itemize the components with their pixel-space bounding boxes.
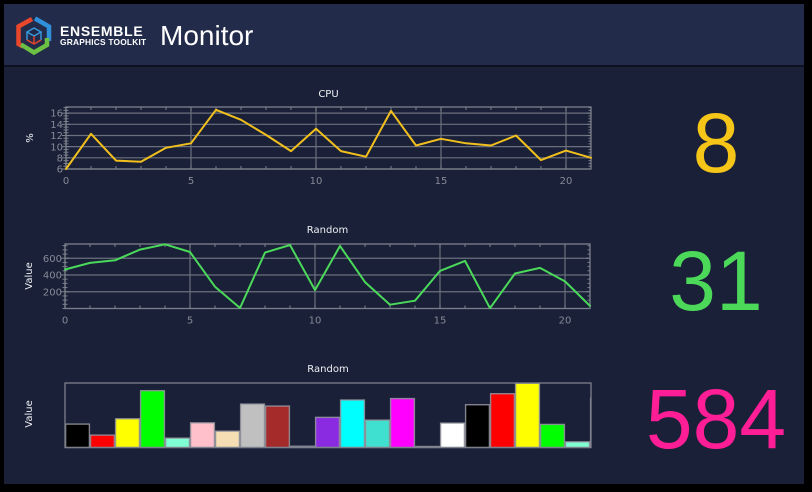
bar (114, 418, 141, 449)
bar (539, 423, 566, 449)
bar (464, 404, 491, 449)
y-tick-label: 14 (50, 120, 63, 131)
x-tick-label: 15 (434, 316, 447, 327)
bar (164, 437, 191, 449)
header-bar (4, 4, 804, 65)
chart-title: CPU (318, 89, 338, 100)
bar (564, 441, 591, 449)
header-divider (4, 65, 804, 67)
bar (489, 392, 516, 449)
bar (139, 389, 166, 449)
y-axis-label: % (25, 133, 36, 143)
y-tick-label: 10 (50, 142, 63, 153)
y-axis-label: Value (24, 400, 35, 427)
random-value-display: 31 (669, 234, 763, 328)
y-tick-label: 200 (43, 287, 62, 298)
page-title: Monitor (160, 20, 254, 51)
plot-area (64, 382, 592, 449)
bar (264, 405, 291, 449)
x-tick-label: 20 (560, 176, 573, 187)
bar (214, 430, 241, 449)
bar (389, 397, 416, 449)
y-tick-label: 12 (50, 131, 63, 142)
bar (314, 416, 341, 449)
random-bar-chart: Random Value (24, 364, 592, 449)
bar (189, 422, 216, 449)
bar (89, 434, 116, 449)
y-tick-label: 8 (57, 153, 63, 164)
chart-title: Random (307, 364, 348, 375)
x-tick-label: 10 (310, 176, 323, 187)
x-tick-label: 0 (63, 176, 69, 187)
bar (439, 422, 466, 449)
logo-wordmark: ENSEMBLE (60, 23, 144, 39)
x-tick-label: 0 (62, 316, 68, 327)
y-tick-label: 600 (43, 254, 62, 265)
logo-tagline: GRAPHICS TOOLKIT (60, 37, 147, 47)
chart-title: Random (307, 225, 348, 236)
x-tick-label: 15 (435, 176, 448, 187)
ensemble-logo-icon (16, 16, 52, 56)
y-tick-label: 16 (50, 109, 63, 120)
bar-value-display: 584 (645, 372, 787, 466)
data-line (65, 108, 592, 170)
bar-series (65, 382, 591, 449)
y-tick-label: 400 (43, 271, 62, 282)
bar (65, 423, 91, 449)
y-tick-label: 6 (57, 165, 63, 176)
cpu-value-display: 8 (692, 96, 740, 190)
x-tick-label: 5 (187, 316, 193, 327)
bar (514, 382, 541, 449)
data-line (64, 243, 591, 310)
random-line-chart: Random Value 0 5 10 15 20 200 400 600 (24, 225, 591, 327)
plot-area: 0 5 10 15 20 200 400 600 (43, 243, 591, 327)
x-tick-label: 5 (188, 176, 194, 187)
x-tick-label: 20 (559, 316, 572, 327)
bar (339, 399, 366, 449)
x-tick-label: 10 (309, 316, 322, 327)
bar (364, 419, 391, 449)
plot-frame (64, 382, 592, 449)
bar (239, 403, 266, 449)
plot-frame (64, 243, 591, 310)
y-axis-label: Value (24, 262, 35, 289)
